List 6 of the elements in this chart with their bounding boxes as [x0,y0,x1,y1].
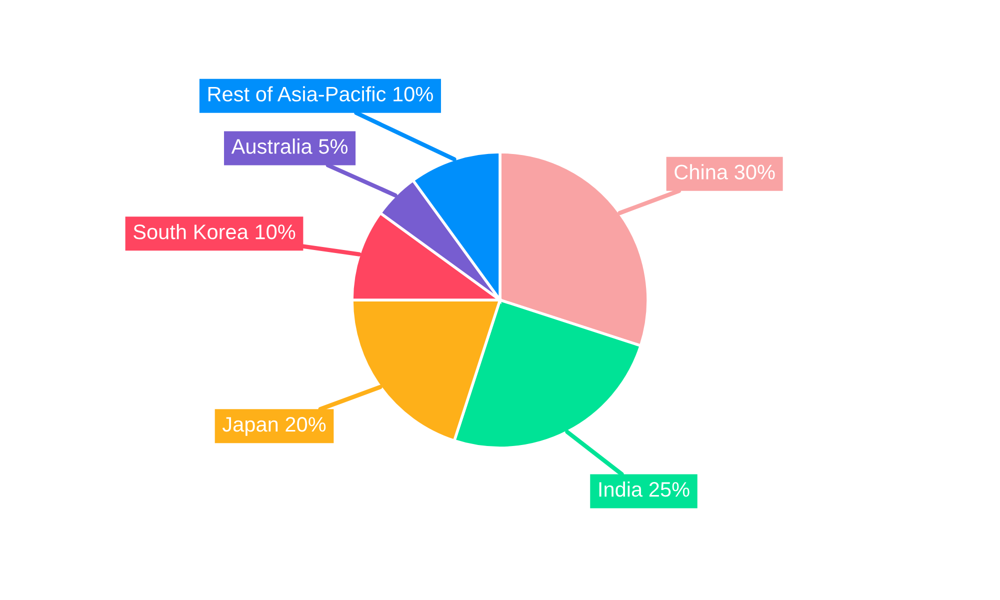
slice-label: South Korea 10% [134,224,296,240]
slice-label: India 25% [599,482,690,497]
slice-label: Japan 20% [222,416,326,436]
slice-label: China 30% [674,164,775,180]
slice-label: Rest of Asia-Pacific 10% [208,86,433,102]
slice-label: Australia 5% [231,138,348,154]
